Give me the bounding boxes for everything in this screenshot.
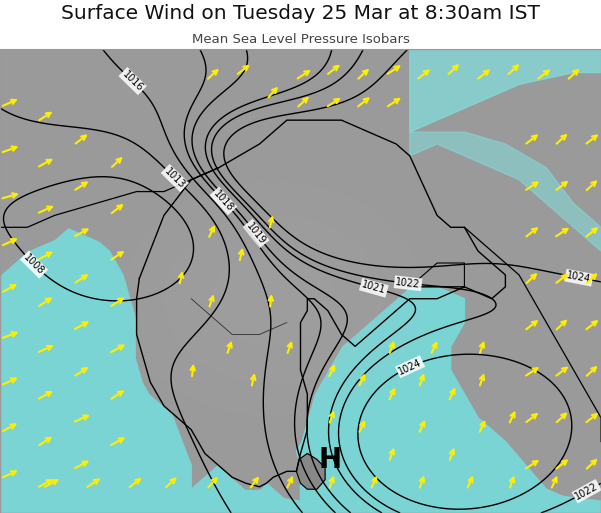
Text: 1024: 1024 (566, 270, 592, 285)
Polygon shape (0, 227, 191, 513)
Text: 1022: 1022 (395, 277, 421, 290)
Text: 1018: 1018 (212, 188, 236, 213)
Text: 1008: 1008 (22, 252, 46, 277)
Text: 1019: 1019 (245, 221, 267, 246)
Polygon shape (0, 489, 601, 513)
Text: 1021: 1021 (361, 280, 387, 296)
Polygon shape (410, 49, 601, 132)
Polygon shape (136, 120, 505, 489)
Text: 1013: 1013 (163, 166, 187, 190)
Text: 1022: 1022 (573, 481, 600, 502)
Polygon shape (410, 132, 601, 251)
Polygon shape (296, 453, 325, 489)
Text: Mean Sea Level Pressure Isobars: Mean Sea Level Pressure Isobars (192, 33, 409, 47)
Polygon shape (287, 287, 601, 513)
Polygon shape (191, 465, 300, 513)
Text: H: H (319, 446, 342, 473)
Polygon shape (0, 180, 198, 323)
Text: Surface Wind on Tuesday 25 Mar at 8:30am IST: Surface Wind on Tuesday 25 Mar at 8:30am… (61, 4, 540, 23)
Text: 1024: 1024 (397, 357, 423, 377)
Text: 1016: 1016 (120, 69, 145, 93)
